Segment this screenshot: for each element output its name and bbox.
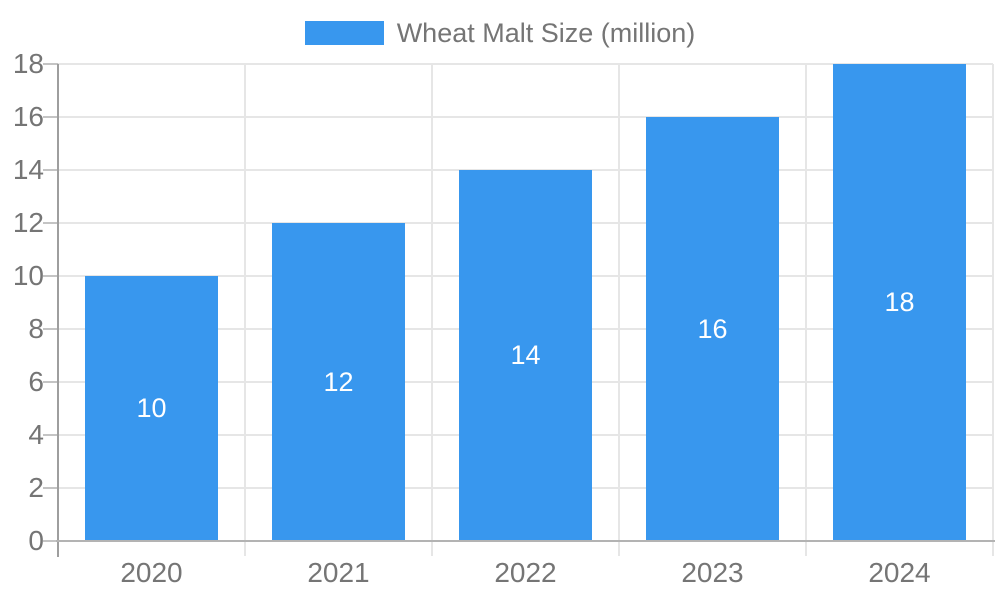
bar-slot: 16 (619, 64, 806, 541)
y-axis-tick-label: 8 (28, 313, 44, 344)
h-gridline (58, 63, 993, 65)
y-axis-tick-label: 0 (28, 525, 44, 556)
y-axis-tick (43, 222, 58, 225)
bar-2022[interactable]: 14 (459, 170, 592, 541)
y-axis-tick (43, 63, 58, 65)
y-axis-tick-label: 14 (12, 154, 44, 185)
bar-2020[interactable]: 10 (85, 276, 218, 541)
bar-value-label: 10 (136, 393, 167, 423)
y-axis-tick-label: 2 (28, 472, 44, 503)
y-axis-tick-label: 12 (12, 207, 44, 239)
y-axis-tick (43, 328, 58, 330)
legend-label: Wheat Malt Size (million) (396, 17, 696, 48)
x-axis-tick-label: 2022 (494, 557, 557, 588)
bar-2021[interactable]: 12 (272, 223, 405, 541)
y-axis-tick-label: 18 (12, 48, 44, 79)
y-axis-tick (43, 487, 58, 489)
x-axis-tick-label: 2024 (868, 557, 931, 588)
legend: Wheat Malt Size (million) (0, 18, 1000, 48)
v-gridline (431, 64, 433, 556)
legend-swatch-icon (304, 21, 384, 45)
bar-slot: 18 (806, 64, 993, 541)
v-gridline (805, 64, 807, 556)
bar-value-label: 12 (323, 366, 354, 397)
y-axis-tick-label: 16 (12, 101, 44, 132)
v-gridline (244, 64, 246, 556)
h-gridline (58, 116, 993, 118)
y-axis-tick-label: 10 (12, 260, 44, 291)
y-axis-labels: 0 2 4 6 8 10 12 14 16 18 (0, 50, 45, 555)
x-axis-tick-label: 2021 (307, 557, 370, 588)
y-axis-tick (43, 381, 58, 384)
bar-2023[interactable]: 16 (646, 117, 779, 541)
bar-value-label: 16 (697, 313, 728, 344)
x-axis-line (56, 540, 995, 542)
bar-value-label: 14 (510, 340, 541, 370)
x-axis-labels: 2020 2021 2022 2023 2024 (58, 559, 993, 587)
bar-2024[interactable]: 18 (833, 64, 966, 541)
bars: 10 12 14 16 18 (58, 64, 993, 541)
bar-value-label: 18 (884, 287, 915, 317)
v-gridline (992, 64, 994, 556)
x-axis-tick-label: 2020 (120, 557, 183, 588)
plot-area: 10 12 14 16 18 (43, 63, 995, 557)
y-axis-tick (43, 275, 58, 277)
bar-slot: 10 (58, 64, 245, 541)
v-gridline (618, 64, 620, 556)
x-axis-tick-label: 2023 (681, 557, 744, 588)
bar-slot: 14 (432, 64, 619, 541)
y-axis-tick (43, 169, 58, 171)
y-axis-tick-label: 6 (28, 366, 44, 398)
y-axis-tick-label: 4 (28, 419, 44, 450)
y-axis-line (57, 64, 59, 557)
y-axis-tick (43, 434, 58, 436)
y-axis-tick (43, 540, 58, 542)
bar-slot: 12 (245, 64, 432, 541)
y-axis-tick (43, 116, 58, 118)
